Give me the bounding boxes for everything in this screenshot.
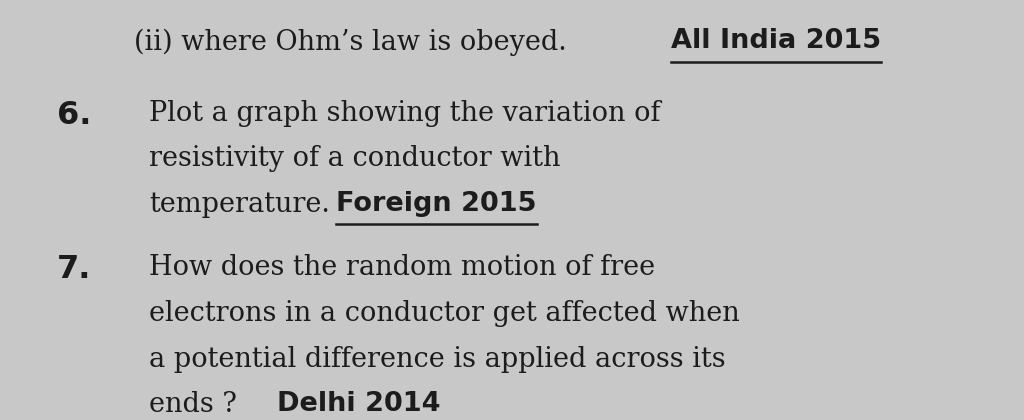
Text: All India 2015: All India 2015 xyxy=(671,29,881,55)
Text: Delhi 2014: Delhi 2014 xyxy=(276,391,440,417)
Text: electrons in a conductor get affected when: electrons in a conductor get affected wh… xyxy=(148,300,739,327)
Text: Plot a graph showing the variation of: Plot a graph showing the variation of xyxy=(148,100,660,127)
Text: How does the random motion of free: How does the random motion of free xyxy=(148,255,655,281)
Text: 7.: 7. xyxy=(57,255,91,286)
Text: (ii) where Ohm’s law is obeyed.: (ii) where Ohm’s law is obeyed. xyxy=(134,29,566,56)
Text: Foreign 2015: Foreign 2015 xyxy=(336,191,537,217)
Text: ends ?: ends ? xyxy=(148,391,237,418)
Text: a potential difference is applied across its: a potential difference is applied across… xyxy=(148,346,726,373)
Text: 6.: 6. xyxy=(57,100,91,131)
Text: temperature.: temperature. xyxy=(148,191,330,218)
Text: resistivity of a conductor with: resistivity of a conductor with xyxy=(148,145,560,172)
